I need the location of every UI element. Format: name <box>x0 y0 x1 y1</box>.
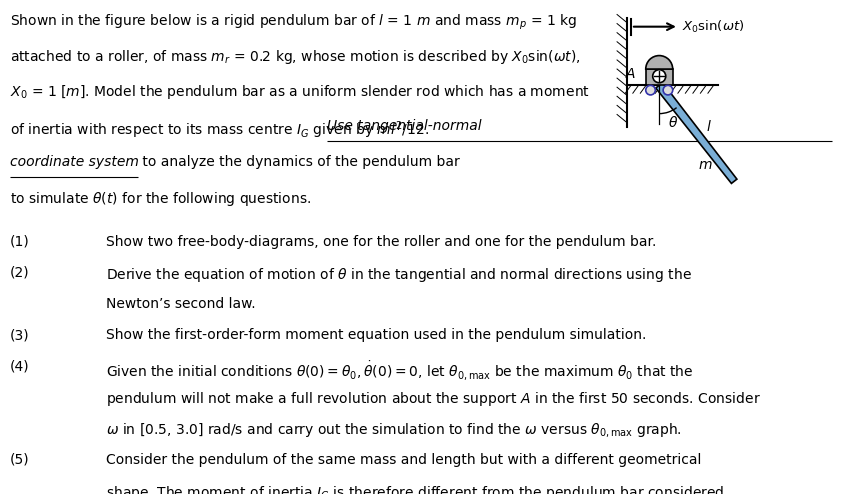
Text: coordinate system: coordinate system <box>10 155 139 168</box>
Text: Derive the equation of motion of $\theta$ in the tangential and normal direction: Derive the equation of motion of $\theta… <box>106 266 691 284</box>
Text: $l$: $l$ <box>706 119 712 134</box>
Polygon shape <box>656 82 737 183</box>
Text: $\theta$: $\theta$ <box>668 115 679 130</box>
Circle shape <box>663 85 673 95</box>
Text: Given the initial conditions $\theta(0) = \theta_{0}, \dot{\theta}(0) = 0$, let : Given the initial conditions $\theta(0) … <box>106 359 693 382</box>
Text: (2): (2) <box>10 266 30 280</box>
Text: $X_{0}$ = 1 [$m$]. Model the pendulum bar as a uniform slender rod which has a m: $X_{0}$ = 1 [$m$]. Model the pendulum ba… <box>10 83 590 101</box>
Text: Consider the pendulum of the same mass and length but with a different geometric: Consider the pendulum of the same mass a… <box>106 453 701 466</box>
Bar <box>646 69 673 85</box>
Circle shape <box>652 70 666 83</box>
Text: (1): (1) <box>10 235 30 248</box>
Text: Newton’s second law.: Newton’s second law. <box>106 297 255 311</box>
Text: (5): (5) <box>10 453 30 466</box>
Text: to simulate $\theta(t)$ for the following questions.: to simulate $\theta(t)$ for the followin… <box>10 190 311 208</box>
Text: (3): (3) <box>10 328 30 342</box>
Text: $m$: $m$ <box>698 159 712 172</box>
Text: Shown in the figure below is a rigid pendulum bar of $l$ = 1 $m$ and mass $m_{p}: Shown in the figure below is a rigid pen… <box>10 12 577 32</box>
Text: $X_{0}$sin($\omega t$): $X_{0}$sin($\omega t$) <box>682 19 744 35</box>
Text: (4): (4) <box>10 359 30 373</box>
Text: Show the first-order-form moment equation used in the pendulum simulation.: Show the first-order-form moment equatio… <box>106 328 646 342</box>
Text: pendulum will not make a full revolution about the support $A$ in the first 50 s: pendulum will not make a full revolution… <box>106 390 760 408</box>
Text: Show two free-body-diagrams, one for the roller and one for the pendulum bar.: Show two free-body-diagrams, one for the… <box>106 235 656 248</box>
Text: shape. The moment of inertia $I_{G}$ is therefore different from the pendulum ba: shape. The moment of inertia $I_{G}$ is … <box>106 484 724 494</box>
Wedge shape <box>646 56 673 69</box>
Text: to analyze the dynamics of the pendulum bar: to analyze the dynamics of the pendulum … <box>138 155 459 168</box>
Text: $A$: $A$ <box>625 67 636 81</box>
Text: Use tangential-normal: Use tangential-normal <box>327 119 482 133</box>
Text: $\omega$ in [0.5, 3.0] rad/s and carry out the simulation to find the $\omega$ v: $\omega$ in [0.5, 3.0] rad/s and carry o… <box>106 421 681 439</box>
Text: attached to a roller, of mass $m_{r}$ = 0.2 kg, whose motion is described by $X_: attached to a roller, of mass $m_{r}$ = … <box>10 48 581 66</box>
Circle shape <box>646 85 655 95</box>
Text: of inertia with respect to its mass centre $I_{G}$ given by $ml^{2}$/12.: of inertia with respect to its mass cent… <box>10 119 430 141</box>
